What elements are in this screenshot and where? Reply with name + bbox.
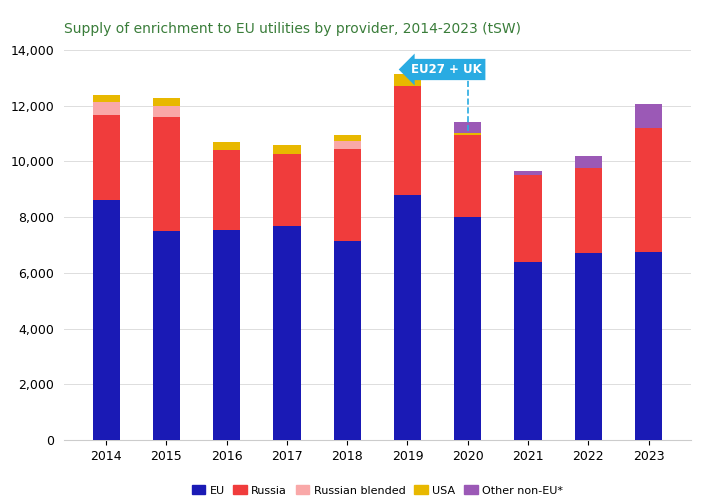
Bar (273, 146, 300, 154)
Bar (93, 102, 120, 116)
Text: Supply of enrichment to EU utilities by provider, 2014-2023 (tSW): Supply of enrichment to EU utilities by … (64, 22, 521, 36)
Bar (515, 176, 542, 262)
Bar (454, 135, 481, 217)
Bar (213, 142, 240, 150)
Bar (394, 86, 421, 195)
Bar (213, 230, 240, 440)
Bar (93, 116, 120, 200)
Bar (93, 95, 120, 102)
Bar (273, 226, 300, 440)
Bar (273, 154, 300, 226)
Text: EU27 + UK: EU27 + UK (411, 63, 481, 76)
Bar (635, 128, 662, 252)
Bar (153, 106, 180, 117)
Bar (334, 134, 361, 141)
Bar (515, 262, 542, 440)
Bar (635, 104, 662, 128)
Bar (394, 195, 421, 440)
Bar (153, 98, 180, 106)
Legend: EU, Russia, Russian blended, USA, Other non-EU*: EU, Russia, Russian blended, USA, Other … (187, 480, 567, 500)
Bar (213, 150, 240, 230)
Bar (334, 241, 361, 440)
Bar (575, 254, 602, 440)
Bar (454, 132, 481, 135)
Bar (334, 149, 361, 241)
Bar (575, 156, 602, 168)
Bar (394, 74, 421, 86)
Bar (575, 168, 602, 254)
Bar (454, 122, 481, 132)
Bar (334, 141, 361, 149)
Bar (515, 171, 542, 175)
Bar (153, 231, 180, 440)
Bar (153, 117, 180, 231)
Bar (93, 200, 120, 440)
Bar (454, 217, 481, 440)
Bar (635, 252, 662, 440)
